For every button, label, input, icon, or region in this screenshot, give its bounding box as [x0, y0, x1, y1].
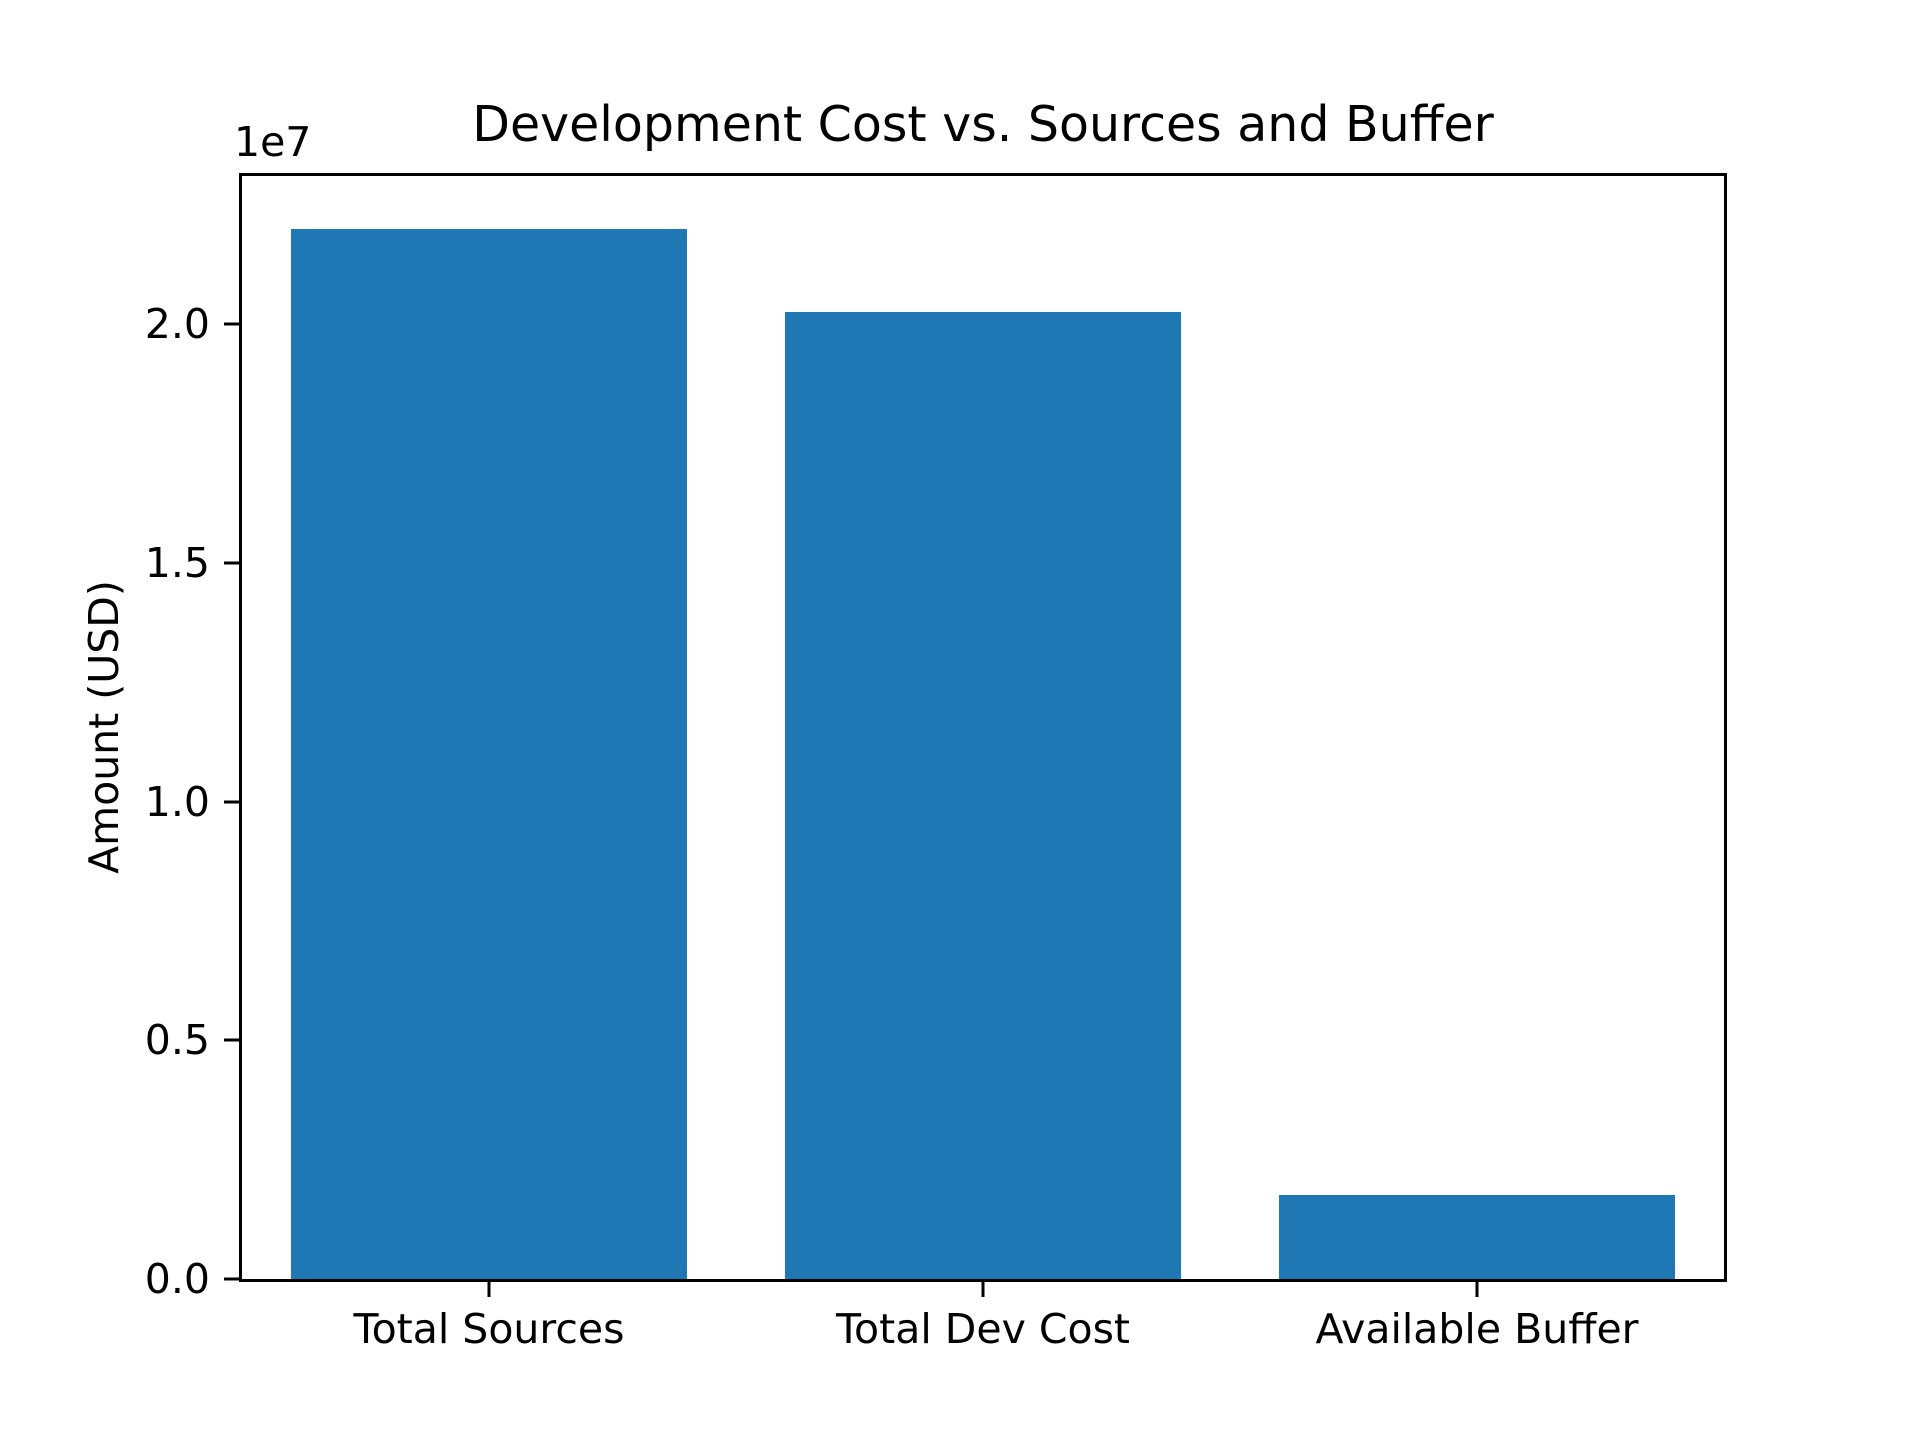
x-tick-label-total-dev-cost: Total Dev Cost	[835, 1305, 1131, 1353]
y-tick-label-0.5: 0.5	[144, 1016, 210, 1065]
y-tick-label-0.0: 0.0	[144, 1255, 210, 1303]
x-tick-mark-total-sources	[487, 1282, 491, 1297]
y-tick-mark-0.5	[224, 1038, 239, 1042]
y-tick-mark-1.0	[224, 800, 239, 803]
y-tick-mark-2.0	[224, 322, 239, 326]
y-tick-mark-1.5	[224, 561, 239, 565]
x-tick-label-available-buffer: Available Buffer	[1315, 1305, 1639, 1353]
y-axis-label: Amount (USD)	[80, 580, 128, 874]
x-tick-label-total-sources: Total Sources	[353, 1305, 625, 1353]
bar-available-buffer	[1279, 1195, 1675, 1279]
y-tick-label-1.0: 1.0	[144, 777, 210, 826]
plot-area: 0.0 0.5 1.0 1.5 2.0 Total Sources Total Dev C…	[145, 173, 1727, 1353]
chart-title: Development Cost vs. Sources and Buffer	[472, 96, 1494, 153]
y-axis-offset-text: 1e7	[234, 118, 312, 166]
y-tick-mark-0.0	[224, 1277, 239, 1281]
y-tick-label-2.0: 2.0	[144, 300, 210, 349]
x-tick-mark-total-dev-cost	[981, 1282, 985, 1297]
y-tick-label-1.5: 1.5	[144, 538, 210, 587]
bar-total-sources	[291, 228, 687, 1279]
bar-total-dev-cost	[785, 312, 1181, 1279]
x-tick-mark-available-buffer	[1475, 1282, 1479, 1297]
